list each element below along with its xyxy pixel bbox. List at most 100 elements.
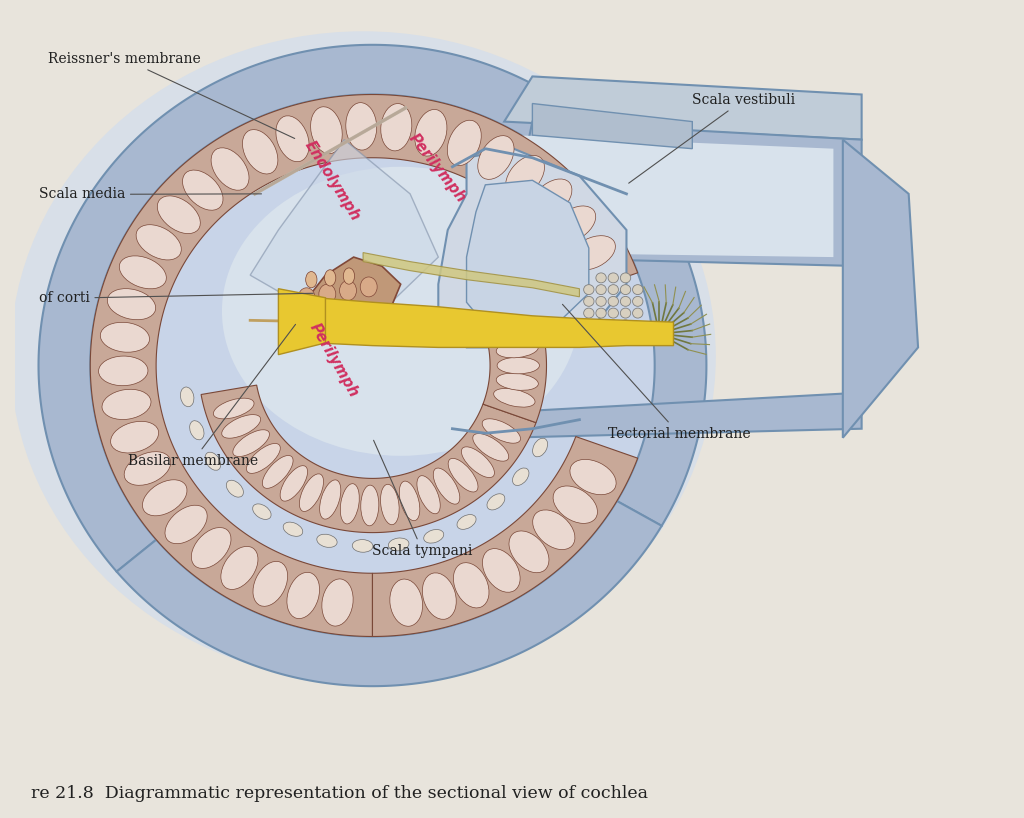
Circle shape <box>608 308 618 318</box>
Circle shape <box>621 273 631 283</box>
Ellipse shape <box>226 480 244 497</box>
Circle shape <box>633 296 643 306</box>
Ellipse shape <box>390 579 423 627</box>
Ellipse shape <box>222 167 580 456</box>
Ellipse shape <box>381 484 399 524</box>
Ellipse shape <box>100 322 150 353</box>
Ellipse shape <box>182 170 223 210</box>
Ellipse shape <box>512 468 529 485</box>
Ellipse shape <box>424 529 443 543</box>
Circle shape <box>608 320 618 330</box>
Ellipse shape <box>340 281 356 300</box>
Ellipse shape <box>346 102 377 150</box>
Circle shape <box>633 308 643 318</box>
Polygon shape <box>467 180 589 330</box>
Ellipse shape <box>136 225 181 260</box>
Ellipse shape <box>111 421 159 453</box>
Ellipse shape <box>454 563 489 608</box>
Circle shape <box>584 296 594 306</box>
Polygon shape <box>532 104 692 149</box>
Text: Scala media: Scala media <box>39 187 261 201</box>
Circle shape <box>621 308 631 318</box>
Ellipse shape <box>381 104 412 151</box>
Ellipse shape <box>482 419 520 443</box>
Ellipse shape <box>509 531 549 573</box>
Circle shape <box>584 285 594 294</box>
Ellipse shape <box>306 272 317 288</box>
Ellipse shape <box>322 579 353 626</box>
Ellipse shape <box>102 389 151 420</box>
Ellipse shape <box>211 148 249 191</box>
Text: Perilymph: Perilymph <box>406 131 468 206</box>
Ellipse shape <box>120 256 166 289</box>
Ellipse shape <box>325 270 336 286</box>
Ellipse shape <box>247 443 281 474</box>
Ellipse shape <box>552 206 596 243</box>
Circle shape <box>596 308 606 318</box>
Ellipse shape <box>319 480 341 519</box>
Polygon shape <box>279 289 326 355</box>
Ellipse shape <box>180 387 194 407</box>
Ellipse shape <box>158 196 201 234</box>
Ellipse shape <box>318 284 336 304</box>
Text: Basilar membrane: Basilar membrane <box>128 325 296 468</box>
Ellipse shape <box>253 504 271 519</box>
Text: Reissner's membrane: Reissner's membrane <box>48 52 295 138</box>
Ellipse shape <box>497 357 540 374</box>
Ellipse shape <box>90 85 654 645</box>
Ellipse shape <box>343 268 354 284</box>
Ellipse shape <box>478 136 514 179</box>
Ellipse shape <box>108 289 156 320</box>
Ellipse shape <box>473 434 509 461</box>
Ellipse shape <box>124 452 171 485</box>
Ellipse shape <box>487 494 505 510</box>
Ellipse shape <box>422 573 457 619</box>
Ellipse shape <box>299 474 324 511</box>
Ellipse shape <box>191 528 231 569</box>
Ellipse shape <box>222 415 261 438</box>
Ellipse shape <box>165 506 207 544</box>
Ellipse shape <box>352 540 373 552</box>
Polygon shape <box>504 122 861 266</box>
Circle shape <box>584 308 594 318</box>
Circle shape <box>608 285 618 294</box>
Ellipse shape <box>532 510 574 550</box>
Ellipse shape <box>482 549 520 592</box>
Circle shape <box>608 296 618 306</box>
Ellipse shape <box>497 373 539 390</box>
Ellipse shape <box>433 468 460 504</box>
Ellipse shape <box>399 481 420 521</box>
Polygon shape <box>438 149 627 348</box>
Circle shape <box>596 273 606 283</box>
Ellipse shape <box>462 447 495 478</box>
Polygon shape <box>297 257 400 325</box>
Ellipse shape <box>275 116 309 162</box>
Ellipse shape <box>10 31 716 681</box>
Ellipse shape <box>284 522 303 537</box>
Polygon shape <box>364 253 580 297</box>
Circle shape <box>633 285 643 294</box>
Ellipse shape <box>316 534 337 547</box>
Ellipse shape <box>506 155 545 197</box>
Ellipse shape <box>298 288 315 308</box>
Polygon shape <box>504 76 861 140</box>
Ellipse shape <box>232 429 269 456</box>
Ellipse shape <box>287 573 319 618</box>
Ellipse shape <box>142 480 187 516</box>
Ellipse shape <box>281 465 307 501</box>
Ellipse shape <box>449 458 478 492</box>
Polygon shape <box>843 140 919 438</box>
Circle shape <box>596 320 606 330</box>
Ellipse shape <box>98 356 147 385</box>
Ellipse shape <box>457 515 476 529</box>
Ellipse shape <box>415 110 446 156</box>
Polygon shape <box>504 393 861 438</box>
Ellipse shape <box>360 277 377 297</box>
Ellipse shape <box>569 236 615 270</box>
Text: of corti: of corti <box>39 291 313 305</box>
Text: Scala tympani: Scala tympani <box>373 440 473 558</box>
Ellipse shape <box>213 398 254 419</box>
Ellipse shape <box>447 120 481 166</box>
Circle shape <box>621 285 631 294</box>
Ellipse shape <box>243 129 278 174</box>
